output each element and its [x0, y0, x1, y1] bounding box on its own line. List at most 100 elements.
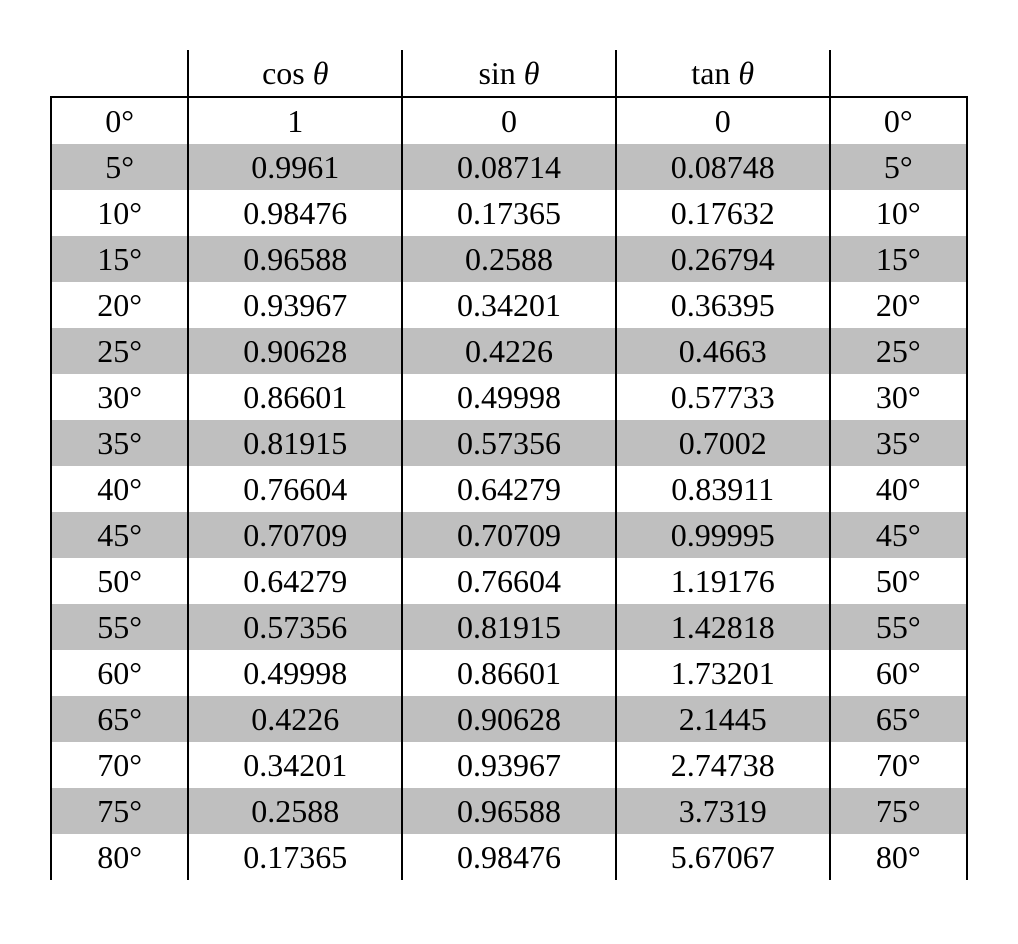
table-row: 30°0.866010.499980.5773330° — [51, 374, 967, 420]
tan-cell: 0.26794 — [616, 236, 830, 282]
angle-left-cell: 5° — [51, 144, 188, 190]
angle-left-cell: 45° — [51, 512, 188, 558]
table-body: 0°1000°5°0.99610.087140.087485°10°0.9847… — [51, 97, 967, 880]
header-tan: tan θ — [616, 50, 830, 97]
cos-cell: 1 — [188, 97, 402, 144]
angle-right-cell: 40° — [830, 466, 967, 512]
angle-left-cell: 50° — [51, 558, 188, 604]
angle-left-cell: 65° — [51, 696, 188, 742]
trig-table: cos θ sin θ tan θ 0°1000°5°0.99610.08714… — [50, 50, 968, 880]
table-row: 40°0.766040.642790.8391140° — [51, 466, 967, 512]
sin-cell: 0 — [402, 97, 616, 144]
sin-cell: 0.81915 — [402, 604, 616, 650]
table-row: 50°0.642790.766041.1917650° — [51, 558, 967, 604]
cos-cell: 0.34201 — [188, 742, 402, 788]
table-row: 75°0.25880.965883.731975° — [51, 788, 967, 834]
angle-right-cell: 30° — [830, 374, 967, 420]
tan-cell: 0.7002 — [616, 420, 830, 466]
tan-cell: 5.67067 — [616, 834, 830, 880]
tan-cell: 2.74738 — [616, 742, 830, 788]
sin-cell: 0.2588 — [402, 236, 616, 282]
angle-left-cell: 25° — [51, 328, 188, 374]
cos-cell: 0.9961 — [188, 144, 402, 190]
cos-cell: 0.90628 — [188, 328, 402, 374]
angle-right-cell: 55° — [830, 604, 967, 650]
header-tan-theta: θ — [738, 55, 754, 91]
angle-right-cell: 50° — [830, 558, 967, 604]
cos-cell: 0.57356 — [188, 604, 402, 650]
angle-right-cell: 65° — [830, 696, 967, 742]
trig-table-wrapper: cos θ sin θ tan θ 0°1000°5°0.99610.08714… — [0, 0, 1018, 900]
tan-cell: 0.57733 — [616, 374, 830, 420]
cos-cell: 0.96588 — [188, 236, 402, 282]
table-row: 35°0.819150.573560.700235° — [51, 420, 967, 466]
angle-right-cell: 5° — [830, 144, 967, 190]
tan-cell: 0.08748 — [616, 144, 830, 190]
sin-cell: 0.90628 — [402, 696, 616, 742]
cos-cell: 0.93967 — [188, 282, 402, 328]
angle-right-cell: 25° — [830, 328, 967, 374]
angle-right-cell: 70° — [830, 742, 967, 788]
table-row: 0°1000° — [51, 97, 967, 144]
sin-cell: 0.86601 — [402, 650, 616, 696]
header-sin-prefix: sin — [478, 55, 523, 91]
sin-cell: 0.98476 — [402, 834, 616, 880]
header-blank-right — [830, 50, 967, 97]
cos-cell: 0.4226 — [188, 696, 402, 742]
cos-cell: 0.86601 — [188, 374, 402, 420]
table-header-row: cos θ sin θ tan θ — [51, 50, 967, 97]
angle-left-cell: 75° — [51, 788, 188, 834]
table-row: 20°0.939670.342010.3639520° — [51, 282, 967, 328]
angle-right-cell: 45° — [830, 512, 967, 558]
sin-cell: 0.64279 — [402, 466, 616, 512]
table-row: 15°0.965880.25880.2679415° — [51, 236, 967, 282]
table-row: 55°0.573560.819151.4281855° — [51, 604, 967, 650]
tan-cell: 0.83911 — [616, 466, 830, 512]
cos-cell: 0.98476 — [188, 190, 402, 236]
angle-left-cell: 55° — [51, 604, 188, 650]
header-blank-left — [51, 50, 188, 97]
table-row: 45°0.707090.707090.9999545° — [51, 512, 967, 558]
cos-cell: 0.70709 — [188, 512, 402, 558]
table-row: 25°0.906280.42260.466325° — [51, 328, 967, 374]
table-row: 70°0.342010.939672.7473870° — [51, 742, 967, 788]
cos-cell: 0.64279 — [188, 558, 402, 604]
sin-cell: 0.08714 — [402, 144, 616, 190]
sin-cell: 0.76604 — [402, 558, 616, 604]
angle-left-cell: 80° — [51, 834, 188, 880]
angle-left-cell: 40° — [51, 466, 188, 512]
angle-left-cell: 60° — [51, 650, 188, 696]
sin-cell: 0.34201 — [402, 282, 616, 328]
sin-cell: 0.93967 — [402, 742, 616, 788]
tan-cell: 0.99995 — [616, 512, 830, 558]
table-row: 80°0.173650.984765.6706780° — [51, 834, 967, 880]
header-cos-theta: θ — [313, 55, 329, 91]
header-sin: sin θ — [402, 50, 616, 97]
tan-cell: 0 — [616, 97, 830, 144]
angle-left-cell: 35° — [51, 420, 188, 466]
header-sin-theta: θ — [524, 55, 540, 91]
angle-left-cell: 30° — [51, 374, 188, 420]
sin-cell: 0.96588 — [402, 788, 616, 834]
angle-left-cell: 70° — [51, 742, 188, 788]
header-tan-prefix: tan — [691, 55, 738, 91]
angle-right-cell: 10° — [830, 190, 967, 236]
sin-cell: 0.70709 — [402, 512, 616, 558]
cos-cell: 0.81915 — [188, 420, 402, 466]
cos-cell: 0.2588 — [188, 788, 402, 834]
sin-cell: 0.17365 — [402, 190, 616, 236]
tan-cell: 0.4663 — [616, 328, 830, 374]
angle-left-cell: 15° — [51, 236, 188, 282]
cos-cell: 0.49998 — [188, 650, 402, 696]
angle-right-cell: 80° — [830, 834, 967, 880]
tan-cell: 1.42818 — [616, 604, 830, 650]
table-row: 60°0.499980.866011.7320160° — [51, 650, 967, 696]
sin-cell: 0.57356 — [402, 420, 616, 466]
sin-cell: 0.4226 — [402, 328, 616, 374]
header-cos-prefix: cos — [262, 55, 313, 91]
tan-cell: 1.19176 — [616, 558, 830, 604]
angle-right-cell: 15° — [830, 236, 967, 282]
angle-right-cell: 0° — [830, 97, 967, 144]
tan-cell: 0.17632 — [616, 190, 830, 236]
table-row: 10°0.984760.173650.1763210° — [51, 190, 967, 236]
